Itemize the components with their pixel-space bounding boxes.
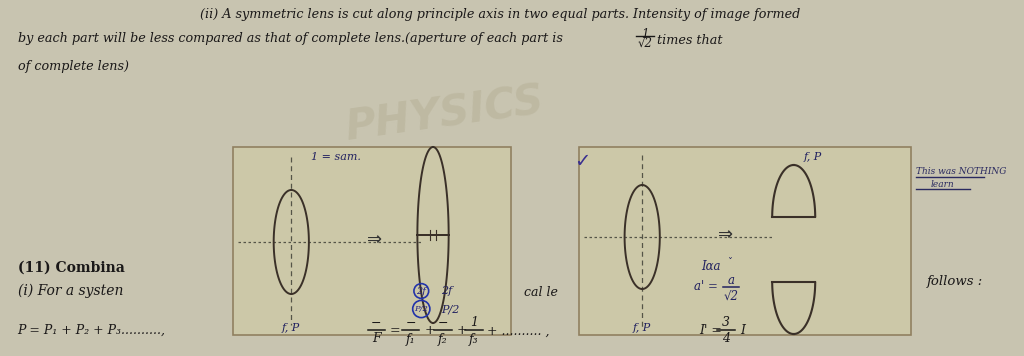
- Text: I: I: [740, 324, 744, 336]
- Text: 4: 4: [722, 331, 730, 345]
- Text: ˇ: ˇ: [727, 258, 732, 268]
- Text: f₂: f₂: [438, 333, 447, 346]
- Text: ✓: ✓: [573, 152, 590, 171]
- Text: P/2: P/2: [441, 304, 459, 314]
- Text: 1 = sam.: 1 = sam.: [311, 152, 360, 162]
- Text: f₃: f₃: [469, 333, 479, 346]
- Text: a' =: a' =: [694, 281, 718, 293]
- Text: 2f: 2f: [417, 287, 426, 295]
- Text: √2: √2: [638, 37, 652, 50]
- Text: ⇒: ⇒: [367, 231, 382, 249]
- Text: follows :: follows :: [927, 276, 983, 288]
- Text: of complete lens): of complete lens): [17, 60, 129, 73]
- Text: F: F: [372, 333, 381, 346]
- Text: I' =: I' =: [699, 324, 722, 336]
- Text: =: =: [390, 325, 400, 337]
- Text: √2: √2: [724, 290, 738, 303]
- Text: f₁: f₁: [406, 333, 416, 346]
- Text: P/2: P/2: [415, 305, 428, 313]
- Text: +: +: [424, 325, 435, 337]
- Text: ⇒: ⇒: [718, 226, 733, 244]
- Text: f, P: f, P: [283, 323, 300, 333]
- Text: learn: learn: [931, 180, 954, 189]
- Text: f, P: f, P: [633, 323, 651, 333]
- Text: PHYSICS: PHYSICS: [342, 80, 546, 150]
- Text: cal le: cal le: [523, 286, 557, 298]
- Text: (i) For a systen: (i) For a systen: [17, 284, 123, 298]
- Bar: [232, 147, 511, 335]
- Text: P = P₁ + P₂ + P₃..........,: P = P₁ + P₂ + P₃..........,: [17, 324, 166, 336]
- Text: (11) Combina: (11) Combina: [17, 261, 125, 275]
- Text: (ii) A symmetric lens is cut along principle axis in two equal parts. Intensity : (ii) A symmetric lens is cut along princ…: [201, 8, 801, 21]
- Text: f, P: f, P: [804, 152, 821, 162]
- Text: + .......... ,: + .......... ,: [486, 325, 549, 337]
- Text: 1: 1: [470, 316, 478, 330]
- Text: by each part will be less compared as that of complete lens.(aperture of each pa: by each part will be less compared as th…: [17, 32, 562, 45]
- Text: 1: 1: [641, 28, 649, 41]
- Text: times that: times that: [656, 34, 722, 47]
- Text: +: +: [457, 325, 467, 337]
- Text: a: a: [728, 273, 734, 287]
- Text: 2f: 2f: [441, 286, 452, 296]
- Text: −: −: [371, 316, 382, 330]
- Bar: [579, 147, 911, 335]
- Text: −: −: [406, 316, 416, 330]
- Text: 3: 3: [722, 316, 730, 330]
- Text: −: −: [437, 316, 449, 330]
- Text: This was NOTHING: This was NOTHING: [915, 167, 1007, 176]
- Text: Iαa: Iαa: [700, 261, 720, 273]
